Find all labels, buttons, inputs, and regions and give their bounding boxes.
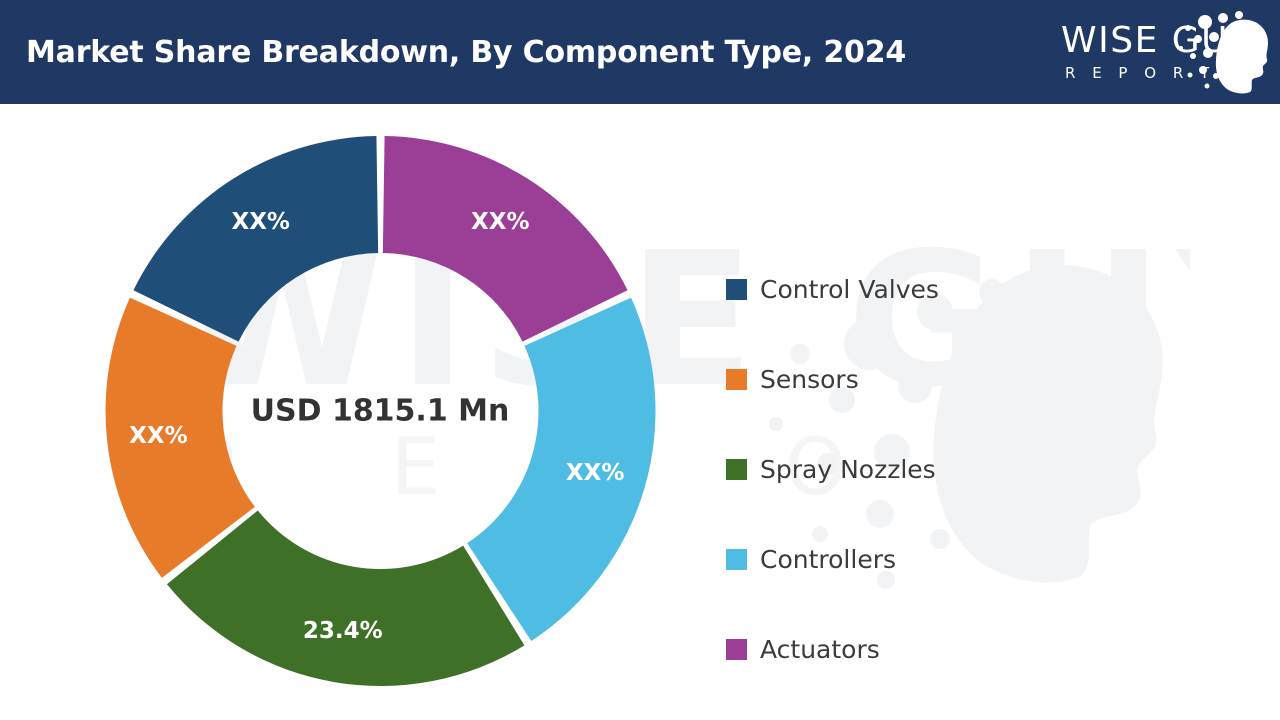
- legend-item[interactable]: Spray Nozzles: [726, 424, 1046, 514]
- legend-item-label: Spray Nozzles: [760, 454, 936, 484]
- legend-color-swatch: [726, 458, 747, 480]
- donut-slice[interactable]: [382, 136, 628, 342]
- legend-color-swatch: [726, 638, 747, 660]
- legend-color-swatch: [726, 368, 747, 390]
- donut-slice[interactable]: [166, 510, 525, 686]
- donut-slice-label: XX%: [565, 460, 625, 487]
- logo-svg: WISE GUY R E P O R T S: [1061, 11, 1268, 94]
- legend-item-label: Controllers: [760, 544, 896, 574]
- head-silhouette-icon: [1179, 11, 1268, 94]
- donut-slice-label: XX%: [231, 209, 290, 236]
- donut-center-value: USD 1815.1 Mn: [250, 393, 510, 429]
- legend-item[interactable]: Sensors: [726, 334, 1046, 424]
- donut-chart-svg: [105, 136, 656, 686]
- logo-wordmark-secondary: R E P O R T S: [1065, 64, 1241, 82]
- donut-slice-label: XX%: [471, 209, 530, 236]
- legend-item-label: Actuators: [760, 634, 880, 664]
- donut-slice[interactable]: [105, 297, 255, 578]
- chart-legend: Control Valves Sensors Spray Nozzles Contro…: [726, 244, 1046, 694]
- chart-body: WISE GUY R E P O R T S XX%XX%23.4%XX%XX%…: [0, 104, 1280, 720]
- legend-item-label: Control Valves: [760, 274, 939, 304]
- donut-slice-label: 23.4%: [302, 618, 383, 645]
- page-header: Market Share Breakdown, By Component Typ…: [0, 0, 1280, 104]
- donut-chart: XX% XX% 23.4% XX% XX% USD 1815.1 Mn: [0, 104, 760, 720]
- legend-item-label: Sensors: [760, 364, 859, 394]
- legend-item[interactable]: Actuators: [726, 604, 1046, 694]
- donut-slice[interactable]: [133, 136, 379, 342]
- legend-color-swatch: [726, 278, 747, 300]
- dot-cluster-icon: [1179, 11, 1243, 89]
- page-title: Market Share Breakdown, By Component Typ…: [26, 34, 907, 70]
- donut-slice[interactable]: [467, 297, 656, 641]
- wise-guy-reports-logo: WISE GUY R E P O R T S: [1057, 6, 1272, 98]
- legend-item[interactable]: Control Valves: [726, 244, 1046, 334]
- donut-slice-group: [105, 136, 656, 686]
- legend-color-swatch: [726, 548, 747, 570]
- legend-item[interactable]: Controllers: [726, 514, 1046, 604]
- donut-slice-label: XX%: [129, 423, 188, 450]
